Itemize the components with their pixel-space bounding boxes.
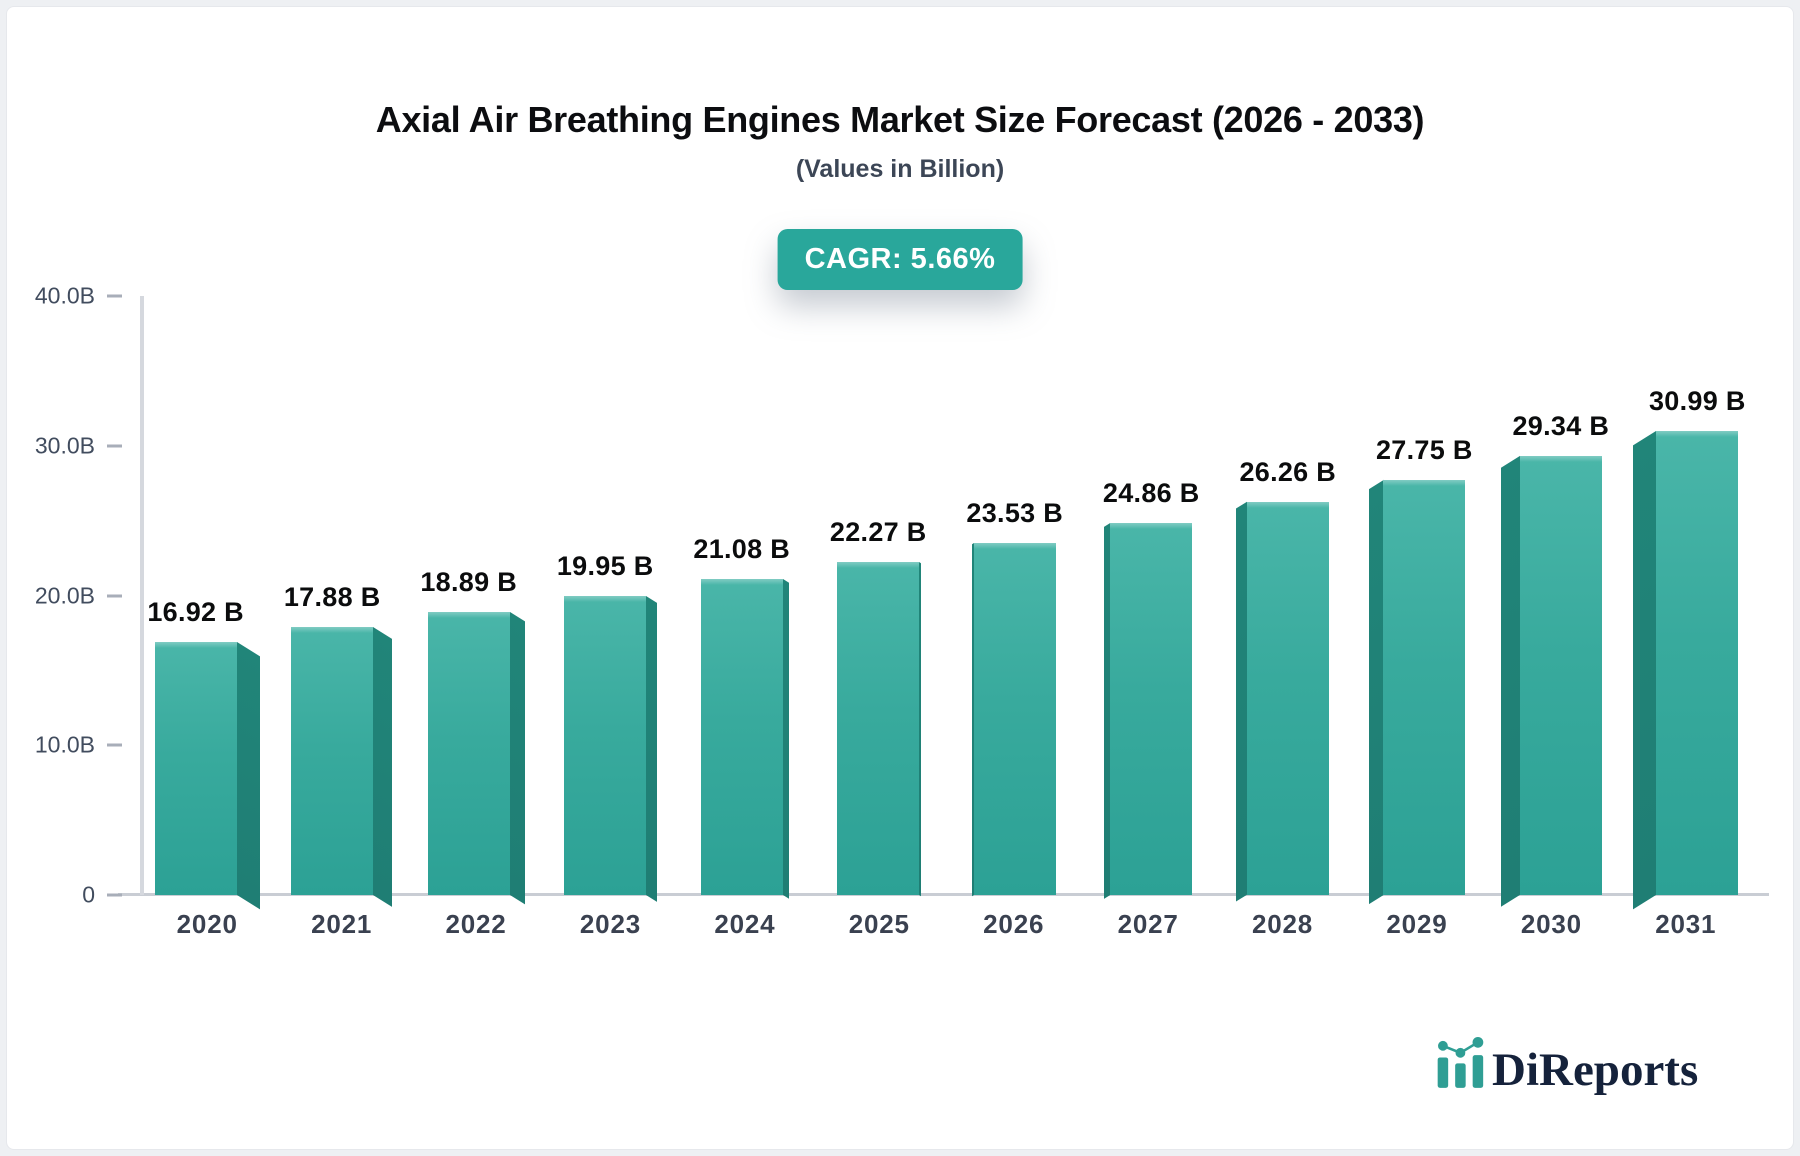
bar-value-label: 26.26 B — [1239, 456, 1337, 487]
bar — [1656, 431, 1739, 895]
bar-value-label: 30.99 B — [1648, 386, 1746, 417]
bar-value-label: 16.92 B — [147, 596, 244, 627]
chart-card: Axial Air Breathing Engines Market Size … — [6, 6, 1794, 1150]
x-axis-label: 2031 — [1655, 909, 1717, 939]
y-tick-mark — [107, 444, 122, 448]
bar — [837, 561, 920, 895]
bar-chart: 0 10.0B 20.0B 30.0B 40.0B 16.92 B 2020 17.88 B 2… — [7, 7, 1793, 1149]
x-axis-label: 2027 — [1117, 909, 1179, 939]
brand-logo: DiReports — [1435, 1033, 1698, 1094]
bar-side-face — [646, 596, 657, 902]
bar-side-face — [1633, 431, 1657, 910]
brand-name: DiReports — [1492, 1044, 1699, 1096]
x-axis-label: 2028 — [1252, 909, 1314, 939]
bar-side-face — [236, 641, 260, 910]
bar — [1110, 522, 1193, 895]
bar-value-label: 22.27 B — [829, 516, 927, 547]
bar — [973, 542, 1056, 895]
x-axis-label: 2026 — [983, 909, 1045, 939]
x-axis-baseline — [118, 893, 1769, 896]
bar — [1519, 455, 1602, 895]
x-axis-label: 2023 — [579, 909, 641, 939]
y-tick-mark — [107, 594, 122, 598]
bar — [427, 612, 510, 895]
bar-value-label: 24.86 B — [1102, 477, 1200, 508]
x-axis-label: 2020 — [176, 909, 238, 939]
bar-value-label: 18.89 B — [420, 567, 518, 598]
bar-value-label: 19.95 B — [556, 551, 654, 582]
bar-side-face — [1500, 455, 1520, 907]
chart-title: Axial Air Breathing Engines Market Size … — [375, 99, 1425, 140]
bar — [154, 641, 237, 895]
bar-side-face — [1368, 479, 1384, 905]
x-axis-label: 2029 — [1386, 909, 1448, 939]
bar-side-face — [1236, 501, 1247, 902]
y-axis-line — [140, 296, 144, 895]
bar-value-label: 29.34 B — [1512, 410, 1610, 441]
bar — [564, 596, 647, 895]
y-tick-mark — [107, 743, 122, 747]
bar-side-face — [782, 579, 790, 899]
y-tick-mark — [107, 893, 122, 897]
bar-side-face — [919, 561, 922, 897]
bar-value-label: 21.08 B — [693, 534, 791, 565]
y-tick-label: 0 — [82, 881, 95, 908]
brand-chart-icon — [1435, 1033, 1487, 1094]
cagr-badge: CAGR: 5.66% — [777, 229, 1023, 290]
bar-side-face — [373, 627, 393, 907]
chart-subtitle: (Values in Billion) — [795, 155, 1005, 183]
x-axis-label: 2022 — [445, 909, 507, 939]
x-axis-label: 2030 — [1520, 909, 1582, 939]
bar — [1246, 501, 1329, 895]
y-tick-label: 20.0B — [34, 582, 95, 609]
y-tick-label: 10.0B — [34, 731, 95, 758]
bar-side-face — [509, 612, 525, 905]
bar — [1383, 479, 1466, 895]
bar — [291, 627, 374, 895]
y-tick-label: 30.0B — [34, 432, 95, 459]
bar — [700, 579, 783, 895]
x-axis-label: 2025 — [848, 909, 910, 939]
y-tick-label: 40.0B — [34, 282, 95, 309]
x-axis-label: 2024 — [714, 909, 776, 939]
bar-value-label: 27.75 B — [1375, 434, 1473, 465]
x-axis-label: 2021 — [311, 909, 373, 939]
bar-value-label: 17.88 B — [283, 582, 381, 613]
y-tick-mark — [107, 294, 122, 298]
bar-value-label: 23.53 B — [966, 497, 1064, 528]
